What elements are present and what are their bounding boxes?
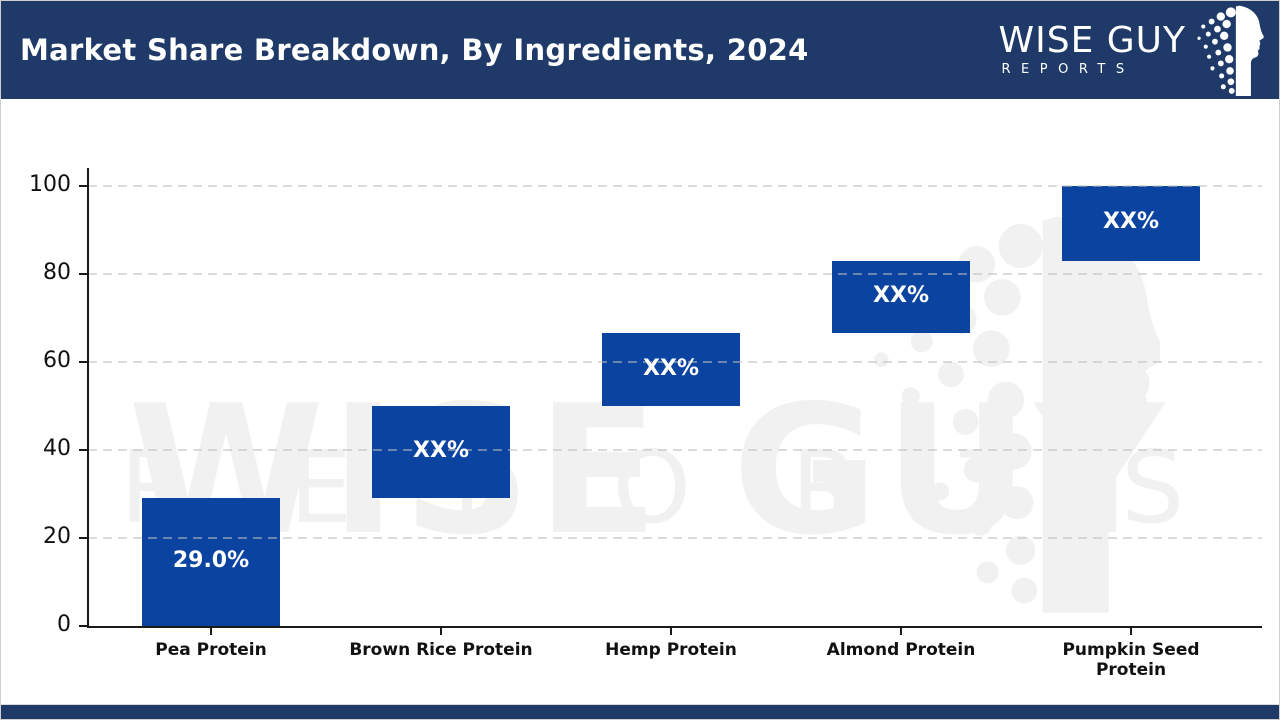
x-category-label: Pumpkin Seed Protein: [1062, 640, 1200, 681]
y-tick-label: 80: [43, 260, 71, 285]
page-title: Market Share Breakdown, By Ingredients, …: [20, 32, 809, 67]
wise-guy-logo: WISE GUY REPORTS: [999, 4, 1269, 96]
dotted-face-icon: [1197, 5, 1264, 96]
y-tick-label: 0: [57, 612, 71, 637]
plot-region: 0 20 40 60 80 100 29.0% Pea Protein XX% Brown Ric…: [0, 99, 1280, 705]
bar-value-label: XX%: [413, 438, 469, 464]
x-axis-line: [87, 626, 1262, 628]
gridline-60: [88, 361, 1262, 363]
x-tick-mark: [670, 627, 672, 635]
y-tick-label: 60: [43, 348, 71, 373]
bar-value-label: XX%: [1103, 209, 1159, 235]
bar-value-label: 29.0%: [172, 548, 250, 574]
logo-wordmark: WISE GUY: [998, 20, 1186, 61]
gridline-40: [88, 449, 1262, 451]
x-tick-mark: [440, 627, 442, 635]
bar-hemp-protein: [602, 333, 740, 406]
y-tick-label: 20: [43, 524, 71, 549]
y-tick-mark: [79, 625, 88, 627]
x-tick-mark: [1130, 627, 1132, 635]
x-category-label: Brown Rice Protein: [349, 640, 533, 660]
y-axis-line: [87, 168, 89, 628]
y-tick-label: 40: [43, 436, 71, 461]
y-tick-mark: [79, 273, 88, 275]
x-tick-mark: [900, 627, 902, 635]
y-tick-label: 100: [29, 172, 71, 197]
x-category-label: Almond Protein: [826, 640, 976, 660]
bar-almond-protein: [832, 260, 970, 334]
gridline-20: [88, 537, 1262, 539]
logo-subtitle: REPORTS: [1001, 62, 1135, 77]
bar-pumpkin-seed-protein: [1062, 186, 1200, 261]
y-tick-mark: [79, 361, 88, 363]
y-tick-mark: [79, 449, 88, 451]
bar-pea-protein: [142, 498, 280, 626]
gridline-100: [88, 185, 1262, 187]
bar-brown-rice-protein: [372, 406, 510, 499]
bar-value-label: XX%: [643, 355, 699, 381]
y-tick-mark: [79, 537, 88, 539]
gridline-80: [88, 273, 1262, 275]
x-category-label: Hemp Protein: [605, 640, 737, 660]
bar-value-label: XX%: [873, 283, 929, 309]
y-tick-mark: [79, 185, 88, 187]
footer-bar: [0, 705, 1280, 720]
x-category-label: Pea Protein: [155, 640, 267, 660]
header-bar: Market Share Breakdown, By Ingredients, …: [0, 0, 1280, 99]
chart-area: WISE GUY R E P O R T S 0 20 40 60 80 100 29.0%…: [0, 99, 1280, 705]
x-tick-mark: [210, 627, 212, 635]
logo-text: WISE GUY REPORTS: [998, 20, 1187, 77]
footer-divider: [0, 704, 1280, 705]
